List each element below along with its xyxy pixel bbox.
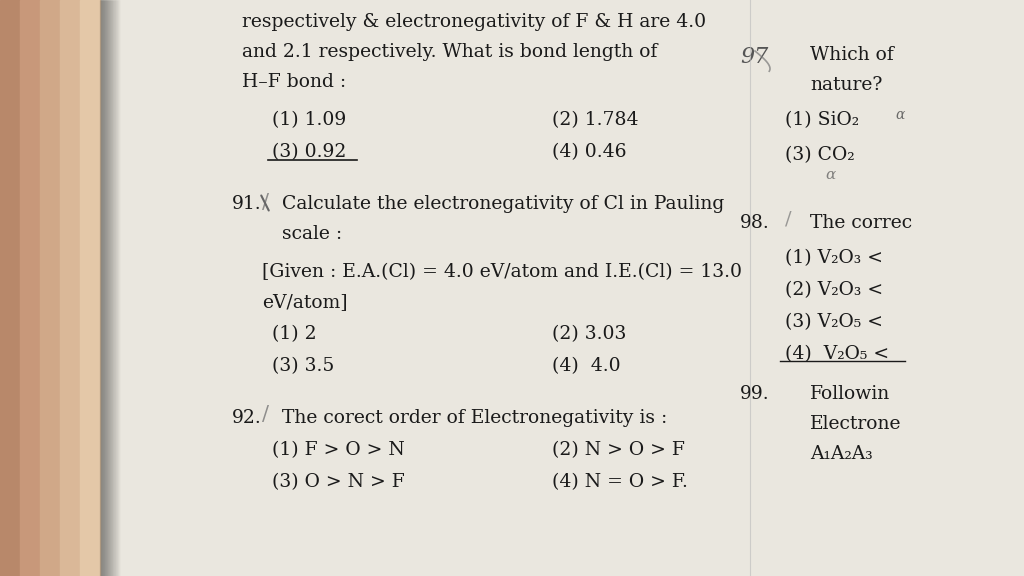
Text: /: /: [262, 405, 269, 424]
Text: (4) 0.46: (4) 0.46: [552, 143, 627, 161]
Text: 92.: 92.: [232, 409, 262, 427]
Text: (4)  V₂O₅ <: (4) V₂O₅ <: [785, 345, 889, 363]
Text: The correc: The correc: [810, 214, 912, 232]
FancyBboxPatch shape: [100, 0, 1024, 576]
Text: (4) N = O > F.: (4) N = O > F.: [552, 473, 688, 491]
Bar: [60, 0, 80, 576]
Text: (2) V₂O₃ <: (2) V₂O₃ <: [785, 281, 883, 299]
Text: scale :: scale :: [282, 225, 342, 243]
Text: α: α: [825, 168, 836, 182]
Text: (3) 0.92: (3) 0.92: [272, 143, 346, 161]
Text: α: α: [895, 108, 904, 122]
Text: (3) CO₂: (3) CO₂: [785, 146, 855, 164]
Bar: [40, 0, 60, 576]
Text: [Given : E.A.(Cl) = 4.0 eV/atom and I.E.(Cl) = 13.0: [Given : E.A.(Cl) = 4.0 eV/atom and I.E.…: [262, 263, 742, 281]
Text: Followin: Followin: [810, 385, 890, 403]
Text: 98.: 98.: [740, 214, 770, 232]
Text: 97: 97: [740, 46, 768, 68]
Text: nature?: nature?: [810, 76, 883, 94]
Bar: [80, 0, 100, 576]
Text: (2) N > O > F: (2) N > O > F: [552, 441, 685, 459]
Text: (1) 1.09: (1) 1.09: [272, 111, 346, 129]
Text: (3) O > N > F: (3) O > N > F: [272, 473, 404, 491]
Text: eV/atom]: eV/atom]: [262, 293, 347, 311]
Text: /: /: [785, 210, 792, 228]
Text: The corect order of Electronegativity is :: The corect order of Electronegativity is…: [282, 409, 668, 427]
Text: Which of: Which of: [810, 46, 894, 64]
Text: (1) V₂O₃ <: (1) V₂O₃ <: [785, 249, 883, 267]
Text: (3) V₂O₅ <: (3) V₂O₅ <: [785, 313, 883, 331]
Text: H–F bond :: H–F bond :: [242, 73, 346, 91]
Text: (4)  4.0: (4) 4.0: [552, 357, 621, 375]
Text: Calculate the electronegativity of Cl in Pauling: Calculate the electronegativity of Cl in…: [282, 195, 724, 213]
Text: (1) SiO₂: (1) SiO₂: [785, 111, 859, 129]
Text: (3) 3.5: (3) 3.5: [272, 357, 335, 375]
Text: (1) F > O > N: (1) F > O > N: [272, 441, 404, 459]
Text: (1) 2: (1) 2: [272, 325, 316, 343]
Text: /: /: [262, 193, 269, 212]
Text: Electrone: Electrone: [810, 415, 901, 433]
Text: 91.: 91.: [232, 195, 261, 213]
Bar: [20, 0, 40, 576]
Text: and 2.1 respectively. What is bond length of: and 2.1 respectively. What is bond lengt…: [242, 43, 657, 61]
Bar: [0, 0, 20, 576]
Text: (2) 3.03: (2) 3.03: [552, 325, 627, 343]
Text: respectively & electronegativity of F & H are 4.0: respectively & electronegativity of F & …: [242, 13, 707, 31]
Text: A₁A₂A₃: A₁A₂A₃: [810, 445, 872, 463]
Text: (2) 1.784: (2) 1.784: [552, 111, 639, 129]
Text: 99.: 99.: [740, 385, 770, 403]
